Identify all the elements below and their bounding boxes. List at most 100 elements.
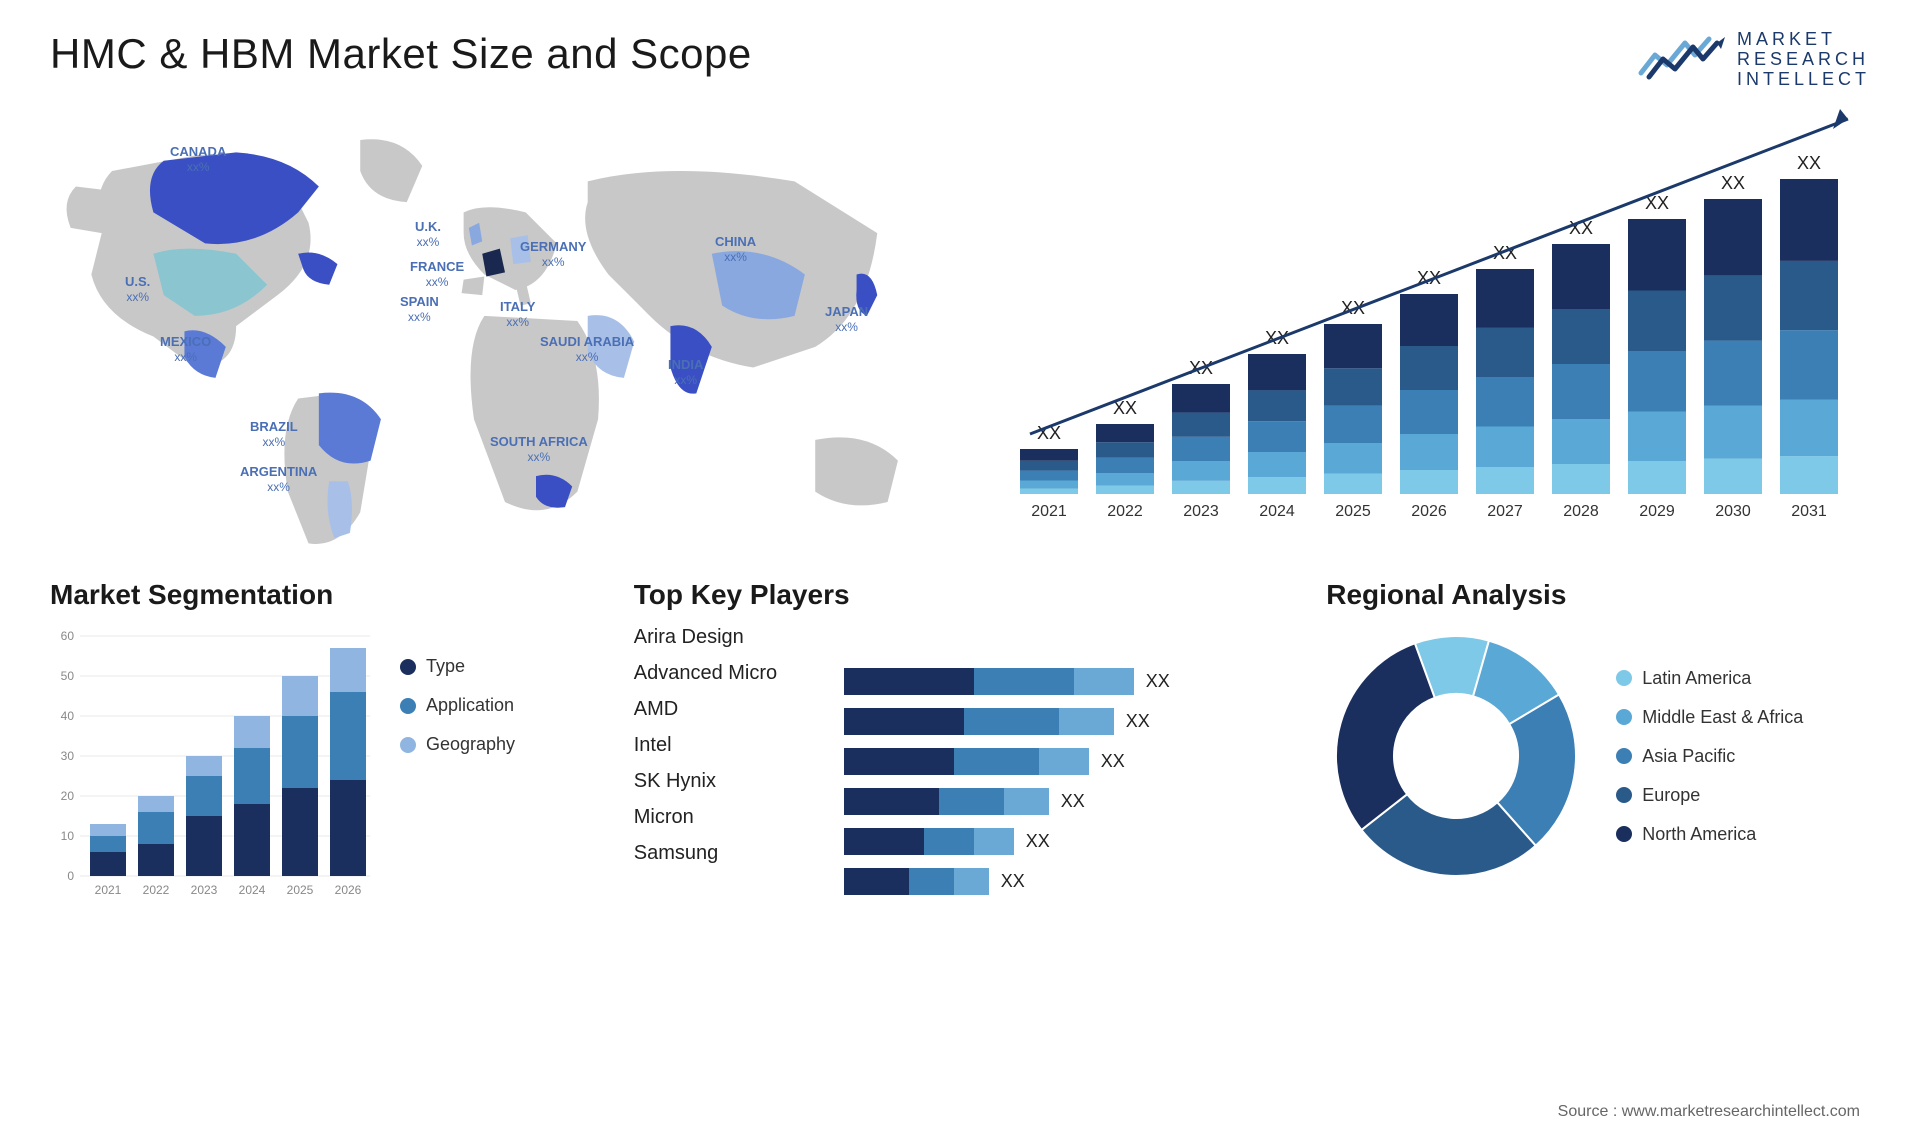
regional-panel: Regional Analysis Latin America Middle Ea… bbox=[1326, 579, 1870, 906]
player-bar-row: XX bbox=[844, 828, 1287, 855]
brand-logo: MARKET RESEARCH INTELLECT bbox=[1637, 30, 1870, 89]
svg-text:2022: 2022 bbox=[1107, 503, 1143, 520]
regional-donut bbox=[1326, 626, 1586, 886]
legend-item: North America bbox=[1616, 824, 1803, 845]
legend-dot-icon bbox=[1616, 709, 1632, 725]
map-label: SOUTH AFRICAxx% bbox=[490, 434, 588, 464]
legend-label: Application bbox=[426, 695, 514, 716]
player-bar-segment bbox=[954, 868, 989, 895]
player-bar-row: XX bbox=[844, 708, 1287, 735]
player-value: XX bbox=[1061, 791, 1085, 812]
player-value: XX bbox=[1001, 871, 1025, 892]
player-name: AMD bbox=[634, 698, 824, 721]
svg-text:10: 10 bbox=[61, 829, 75, 843]
player-bar-segment bbox=[954, 748, 1039, 775]
svg-text:0: 0 bbox=[67, 869, 74, 883]
player-bar-segment bbox=[844, 788, 939, 815]
player-bar-segment bbox=[844, 868, 909, 895]
player-bar-segment bbox=[924, 828, 974, 855]
map-label: INDIAxx% bbox=[668, 357, 703, 387]
svg-text:XX: XX bbox=[1341, 298, 1365, 318]
legend-item: Type bbox=[400, 656, 515, 677]
legend-dot-icon bbox=[400, 698, 416, 714]
map-label: SPAINxx% bbox=[400, 294, 439, 324]
source-text: Source : www.marketresearchintellect.com bbox=[1558, 1103, 1860, 1121]
player-bar bbox=[844, 788, 1049, 815]
player-bar-segment bbox=[844, 708, 964, 735]
legend-dot-icon bbox=[1616, 787, 1632, 803]
player-bar-segment bbox=[939, 788, 1004, 815]
world-map: CANADAxx%U.S.xx%MEXICOxx%BRAZILxx%ARGENT… bbox=[50, 109, 960, 539]
legend-label: Middle East & Africa bbox=[1642, 707, 1803, 728]
world-map-svg bbox=[50, 109, 960, 554]
map-label: SAUDI ARABIAxx% bbox=[540, 334, 634, 364]
players-panel: Top Key Players Arira DesignAdvanced Mic… bbox=[634, 579, 1287, 906]
page-title: HMC & HBM Market Size and Scope bbox=[50, 30, 752, 78]
legend-item: Middle East & Africa bbox=[1616, 707, 1803, 728]
legend-label: Type bbox=[426, 656, 465, 677]
map-label: BRAZILxx% bbox=[250, 419, 298, 449]
svg-text:2029: 2029 bbox=[1639, 503, 1675, 520]
map-label: ITALYxx% bbox=[500, 299, 535, 329]
svg-text:2025: 2025 bbox=[287, 883, 314, 897]
logo-icon bbox=[1637, 33, 1727, 86]
player-bar-row: XX bbox=[844, 668, 1287, 695]
svg-text:2026: 2026 bbox=[1411, 503, 1447, 520]
players-list: Arira DesignAdvanced MicroAMDIntelSK Hyn… bbox=[634, 626, 824, 895]
map-label: U.S.xx% bbox=[125, 274, 150, 304]
regional-legend: Latin America Middle East & Africa Asia Pa… bbox=[1616, 668, 1803, 845]
svg-text:2026: 2026 bbox=[335, 883, 362, 897]
legend-label: Europe bbox=[1642, 785, 1700, 806]
map-label: JAPANxx% bbox=[825, 304, 868, 334]
svg-text:30: 30 bbox=[61, 749, 75, 763]
player-bar-segment bbox=[964, 708, 1059, 735]
svg-text:XX: XX bbox=[1721, 173, 1745, 193]
legend-item: Asia Pacific bbox=[1616, 746, 1803, 767]
legend-label: Latin America bbox=[1642, 668, 1751, 689]
player-bar-segment bbox=[1074, 668, 1134, 695]
legend-dot-icon bbox=[1616, 748, 1632, 764]
svg-text:20: 20 bbox=[61, 789, 75, 803]
player-bar bbox=[844, 748, 1089, 775]
legend-item: Latin America bbox=[1616, 668, 1803, 689]
svg-text:2023: 2023 bbox=[191, 883, 218, 897]
legend-label: Geography bbox=[426, 734, 515, 755]
player-name: Intel bbox=[634, 734, 824, 757]
legend-dot-icon bbox=[1616, 670, 1632, 686]
map-label: ARGENTINAxx% bbox=[240, 464, 317, 494]
player-bar-segment bbox=[1004, 788, 1049, 815]
player-bar-row bbox=[844, 628, 1287, 655]
map-label: GERMANYxx% bbox=[520, 239, 586, 269]
svg-text:2021: 2021 bbox=[1031, 503, 1067, 520]
player-bar-segment bbox=[909, 868, 954, 895]
svg-text:60: 60 bbox=[61, 629, 75, 643]
svg-text:2027: 2027 bbox=[1487, 503, 1523, 520]
svg-text:2022: 2022 bbox=[143, 883, 170, 897]
player-bar-row: XX bbox=[844, 788, 1287, 815]
player-name: Micron bbox=[634, 806, 824, 829]
map-label: FRANCExx% bbox=[410, 259, 464, 289]
player-value: XX bbox=[1026, 831, 1050, 852]
svg-text:2023: 2023 bbox=[1183, 503, 1219, 520]
regional-title: Regional Analysis bbox=[1326, 579, 1870, 611]
player-bar-segment bbox=[974, 668, 1074, 695]
player-bar bbox=[844, 708, 1114, 735]
player-bar bbox=[844, 868, 989, 895]
svg-text:50: 50 bbox=[61, 669, 75, 683]
player-name: SK Hynix bbox=[634, 770, 824, 793]
svg-text:XX: XX bbox=[1797, 153, 1821, 173]
svg-text:2024: 2024 bbox=[1259, 503, 1295, 520]
svg-text:2024: 2024 bbox=[239, 883, 266, 897]
player-bar-segment bbox=[844, 668, 974, 695]
segmentation-title: Market Segmentation bbox=[50, 579, 594, 611]
player-bar-segment bbox=[1039, 748, 1089, 775]
map-label: U.K.xx% bbox=[415, 219, 441, 249]
segmentation-legend: Type Application Geography bbox=[400, 626, 515, 906]
legend-dot-icon bbox=[400, 659, 416, 675]
player-value: XX bbox=[1146, 671, 1170, 692]
player-bar-row: XX bbox=[844, 748, 1287, 775]
forecast-chart: XX2021XX2022XX2023XX2024XX2025XX2026XX20… bbox=[1000, 109, 1870, 539]
player-name: Arira Design bbox=[634, 626, 824, 649]
svg-text:2031: 2031 bbox=[1791, 503, 1827, 520]
map-label: CANADAxx% bbox=[170, 144, 226, 174]
